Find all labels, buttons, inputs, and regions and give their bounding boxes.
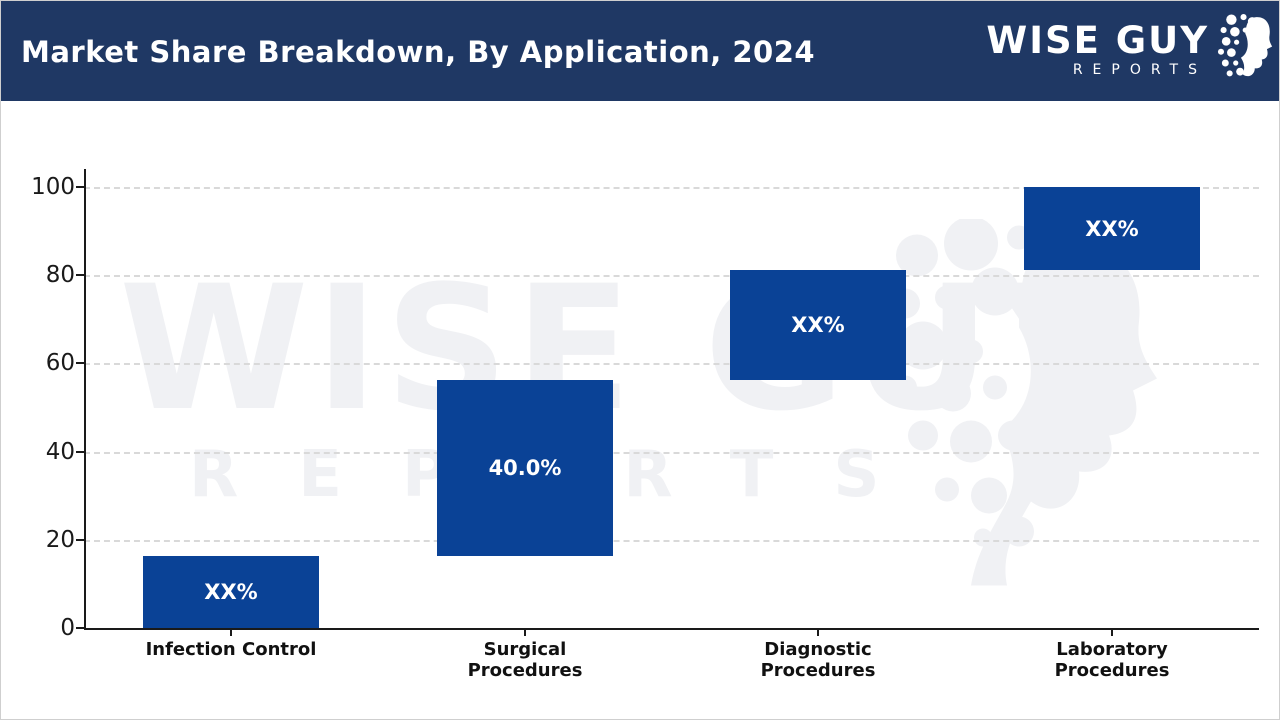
y-tickmark [76,539,84,541]
y-tickmark [76,274,84,276]
y-tickmark [76,627,84,629]
bar-value-label: XX% [791,313,845,337]
logo-brand-name: WISE GUY [986,19,1209,62]
x-label-line: Laboratory [1056,639,1168,660]
x-label-line: Infection Control [145,639,317,660]
gridline-100 [84,187,1259,189]
x-label-diagnostic-procedures: Diagnostic Procedures [688,639,948,681]
x-label-line: Procedures [467,660,583,681]
y-tick-60: 60 [45,350,75,376]
y-tick-0: 0 [60,615,75,641]
x-label-infection-control: Infection Control [101,639,361,660]
y-tick-40: 40 [45,439,75,465]
y-tick-20: 20 [45,527,75,553]
y-tickmark [76,186,84,188]
bar-infection-control: XX% [143,556,319,628]
bar-value-label: XX% [1085,216,1139,241]
brand-logo: WISE GUY REPORTS [986,7,1273,93]
bar-surgical-procedures: 40.0% [437,380,613,556]
y-axis-line [84,169,86,628]
dotted-head-profile-icon [1217,14,1273,77]
gridline-80 [84,275,1259,277]
bar-diagnostic-procedures: XX% [730,270,906,380]
x-axis-line [84,628,1259,630]
gridline-20 [84,540,1259,542]
logo-brand-sub: REPORTS [1072,62,1207,78]
x-label-laboratory-procedures: Laboratory Procedures [982,639,1242,681]
y-tickmark [76,451,84,453]
x-label-line: Procedures [760,660,876,681]
x-tickmark [230,630,232,636]
chart-title: Market Share Breakdown, By Application, … [21,35,816,69]
x-label-line: Diagnostic [764,639,872,660]
brand-logo-text: WISE GUY REPORTS [986,19,1209,79]
y-tick-80: 80 [45,262,75,288]
y-tick-100: 100 [31,174,75,200]
x-label-line: Surgical [483,639,567,660]
gridline-60 [84,363,1259,365]
x-label-line: Procedures [1054,660,1170,681]
bar-value-label: 40.0% [488,456,562,480]
y-tickmark [76,362,84,364]
x-tickmark [524,630,526,636]
bar-laboratory-procedures: XX% [1024,187,1200,270]
gridline-40 [84,452,1259,454]
x-tickmark [1111,630,1113,636]
header-bar: Market Share Breakdown, By Application, … [1,1,1279,101]
x-label-surgical-procedures: Surgical Procedures [395,639,655,681]
x-tickmark [817,630,819,636]
bar-value-label: XX% [204,580,258,604]
